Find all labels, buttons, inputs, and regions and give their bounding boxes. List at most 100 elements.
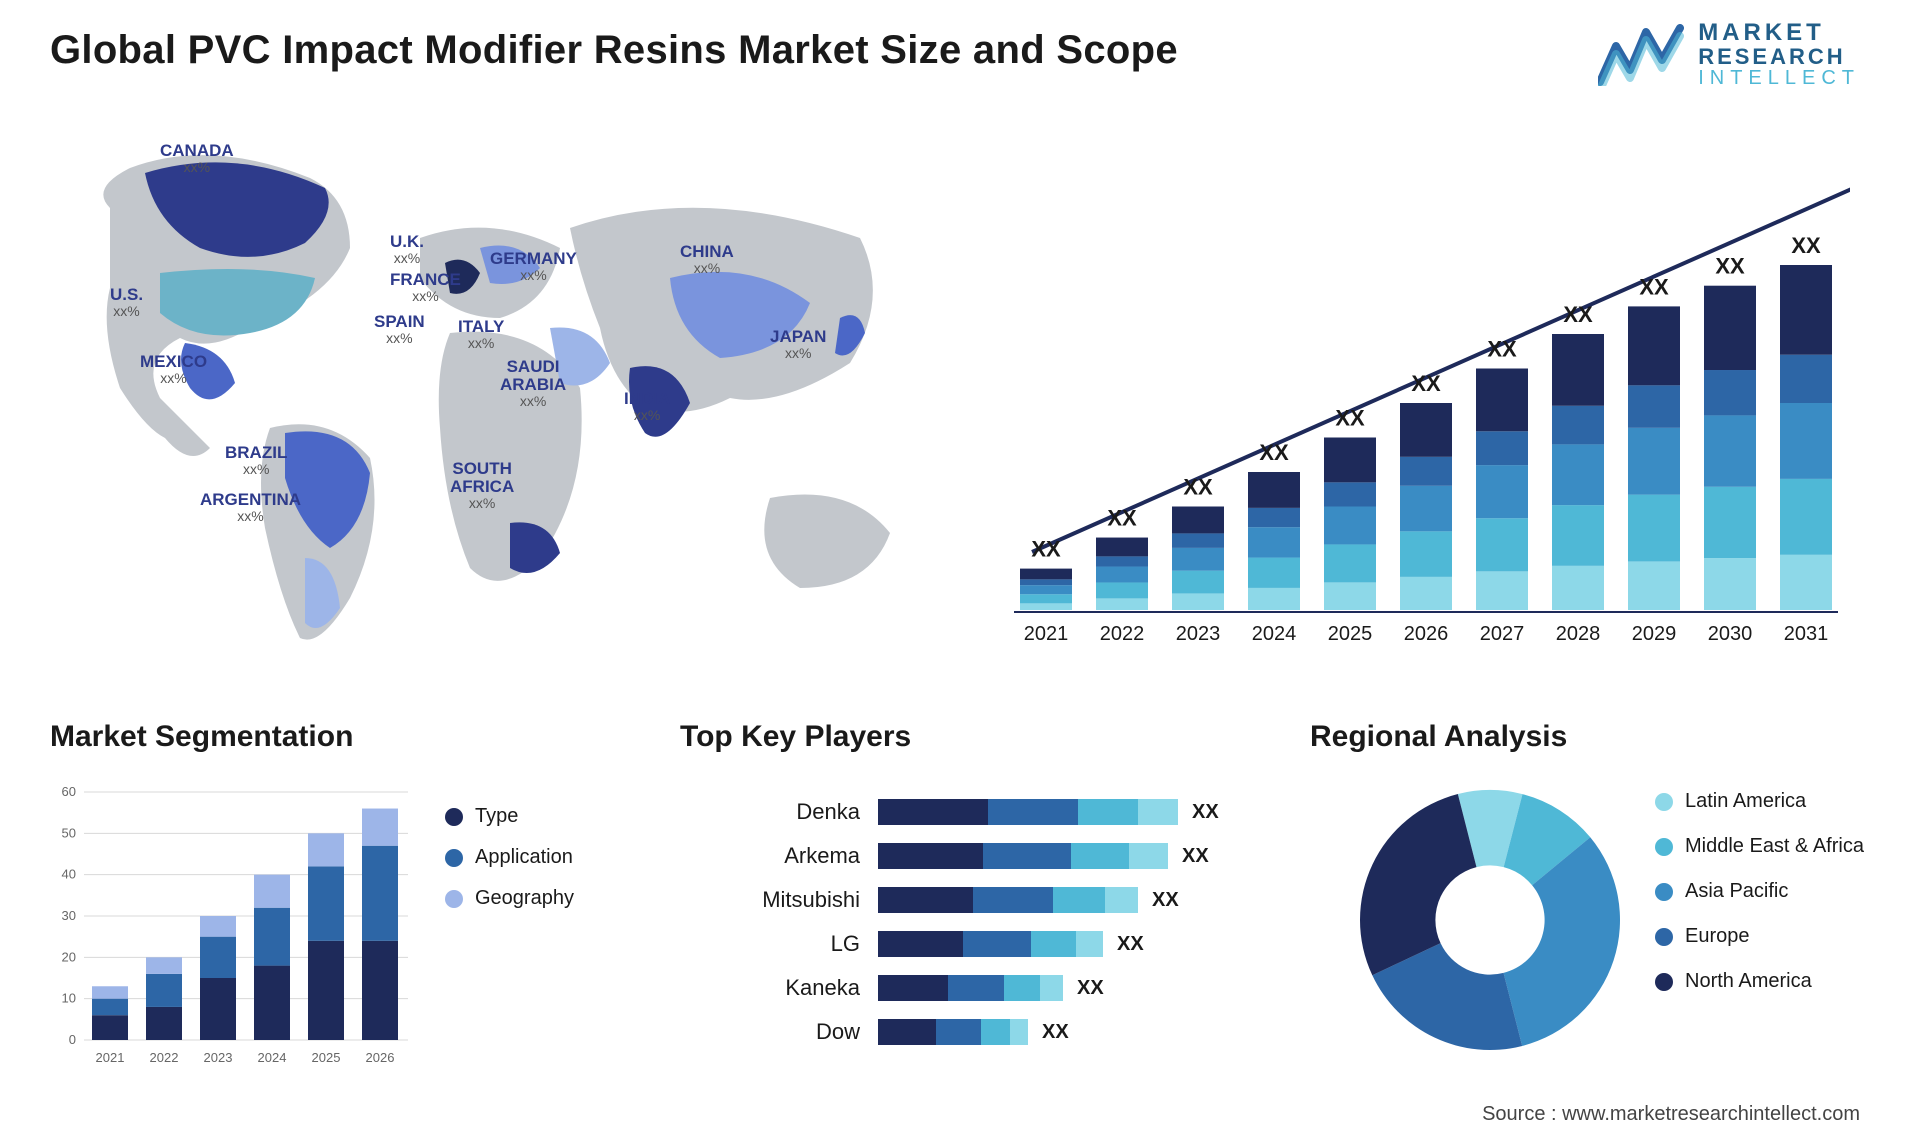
legend-dot-icon [445, 849, 463, 867]
map-label: SAUDIARABIAxx% [500, 358, 566, 408]
svg-text:XX: XX [1411, 371, 1441, 396]
svg-text:XX: XX [1259, 440, 1289, 465]
svg-text:2021: 2021 [96, 1050, 125, 1065]
regional-donut-svg [1350, 780, 1630, 1060]
svg-text:2022: 2022 [1100, 623, 1145, 645]
svg-text:2030: 2030 [1708, 623, 1753, 645]
svg-text:XX: XX [1639, 274, 1669, 299]
map-label: ITALYxx% [458, 318, 504, 351]
player-row: KanekaXX [710, 966, 1230, 1010]
world-map: CANADAxx%U.S.xx%MEXICOxx%BRAZILxx%ARGENT… [50, 128, 950, 698]
legend-dot-icon [445, 890, 463, 908]
regional-block: Regional Analysis Latin America Middle Ea… [1310, 720, 1870, 1080]
player-bar-segment [1105, 887, 1138, 913]
legend-label: Asia Pacific [1685, 880, 1788, 903]
svg-text:XX: XX [1791, 233, 1821, 258]
player-value: XX [1192, 801, 1219, 824]
svg-text:40: 40 [62, 867, 76, 882]
svg-text:2024: 2024 [1252, 623, 1297, 645]
player-bar-segment [963, 931, 1031, 957]
player-value: XX [1042, 1021, 1069, 1044]
legend-item: Latin America [1655, 790, 1864, 813]
player-bar-segment [878, 931, 963, 957]
svg-text:30: 30 [62, 908, 76, 923]
legend-item: Type [445, 805, 574, 828]
svg-text:XX: XX [1107, 506, 1137, 531]
legend-label: Middle East & Africa [1685, 835, 1864, 858]
player-value: XX [1117, 933, 1144, 956]
legend-label: Geography [475, 887, 574, 910]
legend-dot-icon [1655, 793, 1673, 811]
map-label: MEXICOxx% [140, 353, 207, 386]
player-row: DowXX [710, 1010, 1230, 1054]
svg-text:2029: 2029 [1632, 623, 1677, 645]
player-value: XX [1152, 889, 1179, 912]
map-label: BRAZILxx% [225, 444, 287, 477]
svg-text:60: 60 [62, 784, 76, 799]
world-map-svg [50, 128, 950, 698]
legend-label: Type [475, 805, 518, 828]
player-bar-segment [1129, 843, 1168, 869]
player-bar-segment [878, 887, 973, 913]
map-label: U.K.xx% [390, 233, 424, 266]
page-title: Global PVC Impact Modifier Resins Market… [50, 28, 1870, 73]
svg-text:20: 20 [62, 949, 76, 964]
segmentation-block: Market Segmentation 01020304050602021202… [50, 720, 630, 1080]
svg-text:2021: 2021 [1024, 623, 1069, 645]
players-list: DenkaXXArkemaXXMitsubishiXXLGXXKanekaXXD… [710, 790, 1230, 1054]
svg-text:2023: 2023 [1176, 623, 1221, 645]
legend-label: Application [475, 846, 573, 869]
map-label: CHINAxx% [680, 243, 734, 276]
map-label: CANADAxx% [160, 142, 234, 175]
player-bar-segment [1031, 931, 1076, 957]
player-row: Arkema XX [710, 834, 1230, 878]
svg-text:XX: XX [1335, 406, 1365, 431]
market-size-chart-svg: XX2021XX2022XX2023XX2024XX2025XX2026XX20… [1000, 150, 1850, 670]
player-bar-segment [1004, 975, 1040, 1001]
legend-item: Application [445, 846, 574, 869]
svg-text:0: 0 [69, 1032, 76, 1047]
logo-line-2: RESEARCH [1698, 45, 1860, 68]
player-bar-segment [973, 887, 1053, 913]
segmentation-legend: Type Application Geography [445, 805, 574, 928]
market-size-chart: XX2021XX2022XX2023XX2024XX2025XX2026XX20… [1000, 150, 1850, 670]
legend-dot-icon [1655, 973, 1673, 991]
player-name: Kaneka [710, 975, 878, 1001]
map-label: JAPANxx% [770, 328, 826, 361]
logo-mark-icon [1598, 24, 1684, 86]
map-label: ARGENTINAxx% [200, 491, 301, 524]
player-bar-segment [878, 799, 988, 825]
svg-text:XX: XX [1031, 537, 1061, 562]
player-bar-segment [878, 975, 948, 1001]
regional-legend: Latin America Middle East & Africa Asia Pa… [1655, 790, 1864, 1015]
player-bar-segment [948, 975, 1004, 1001]
player-bar-segment [1138, 799, 1178, 825]
legend-label: Europe [1685, 925, 1750, 948]
player-name: LG [710, 931, 878, 957]
segmentation-title: Market Segmentation [50, 720, 630, 754]
player-bar-segment [1040, 975, 1063, 1001]
players-block: Top Key Players DenkaXXArkemaXXMitsubish… [680, 720, 1260, 1080]
svg-text:XX: XX [1563, 302, 1593, 327]
legend-label: Latin America [1685, 790, 1806, 813]
player-name: Arkema [710, 843, 878, 869]
player-bar [878, 975, 1063, 1001]
legend-label: North America [1685, 970, 1812, 993]
source-note: Source : www.marketresearchintellect.com [1482, 1103, 1860, 1126]
players-title: Top Key Players [680, 720, 1260, 754]
svg-text:2027: 2027 [1480, 623, 1525, 645]
player-bar [878, 931, 1103, 957]
player-bar-segment [1053, 887, 1105, 913]
legend-dot-icon [1655, 883, 1673, 901]
regional-title: Regional Analysis [1310, 720, 1870, 754]
map-label: SPAINxx% [374, 313, 425, 346]
player-bar-segment [936, 1019, 981, 1045]
logo-text: MARKET RESEARCH INTELLECT [1698, 20, 1860, 89]
map-label: FRANCExx% [390, 271, 461, 304]
player-row: DenkaXX [710, 790, 1230, 834]
legend-item: Europe [1655, 925, 1864, 948]
player-bar-segment [1071, 843, 1129, 869]
legend-item: Geography [445, 887, 574, 910]
player-value: XX [1182, 845, 1209, 868]
legend-item: North America [1655, 970, 1864, 993]
